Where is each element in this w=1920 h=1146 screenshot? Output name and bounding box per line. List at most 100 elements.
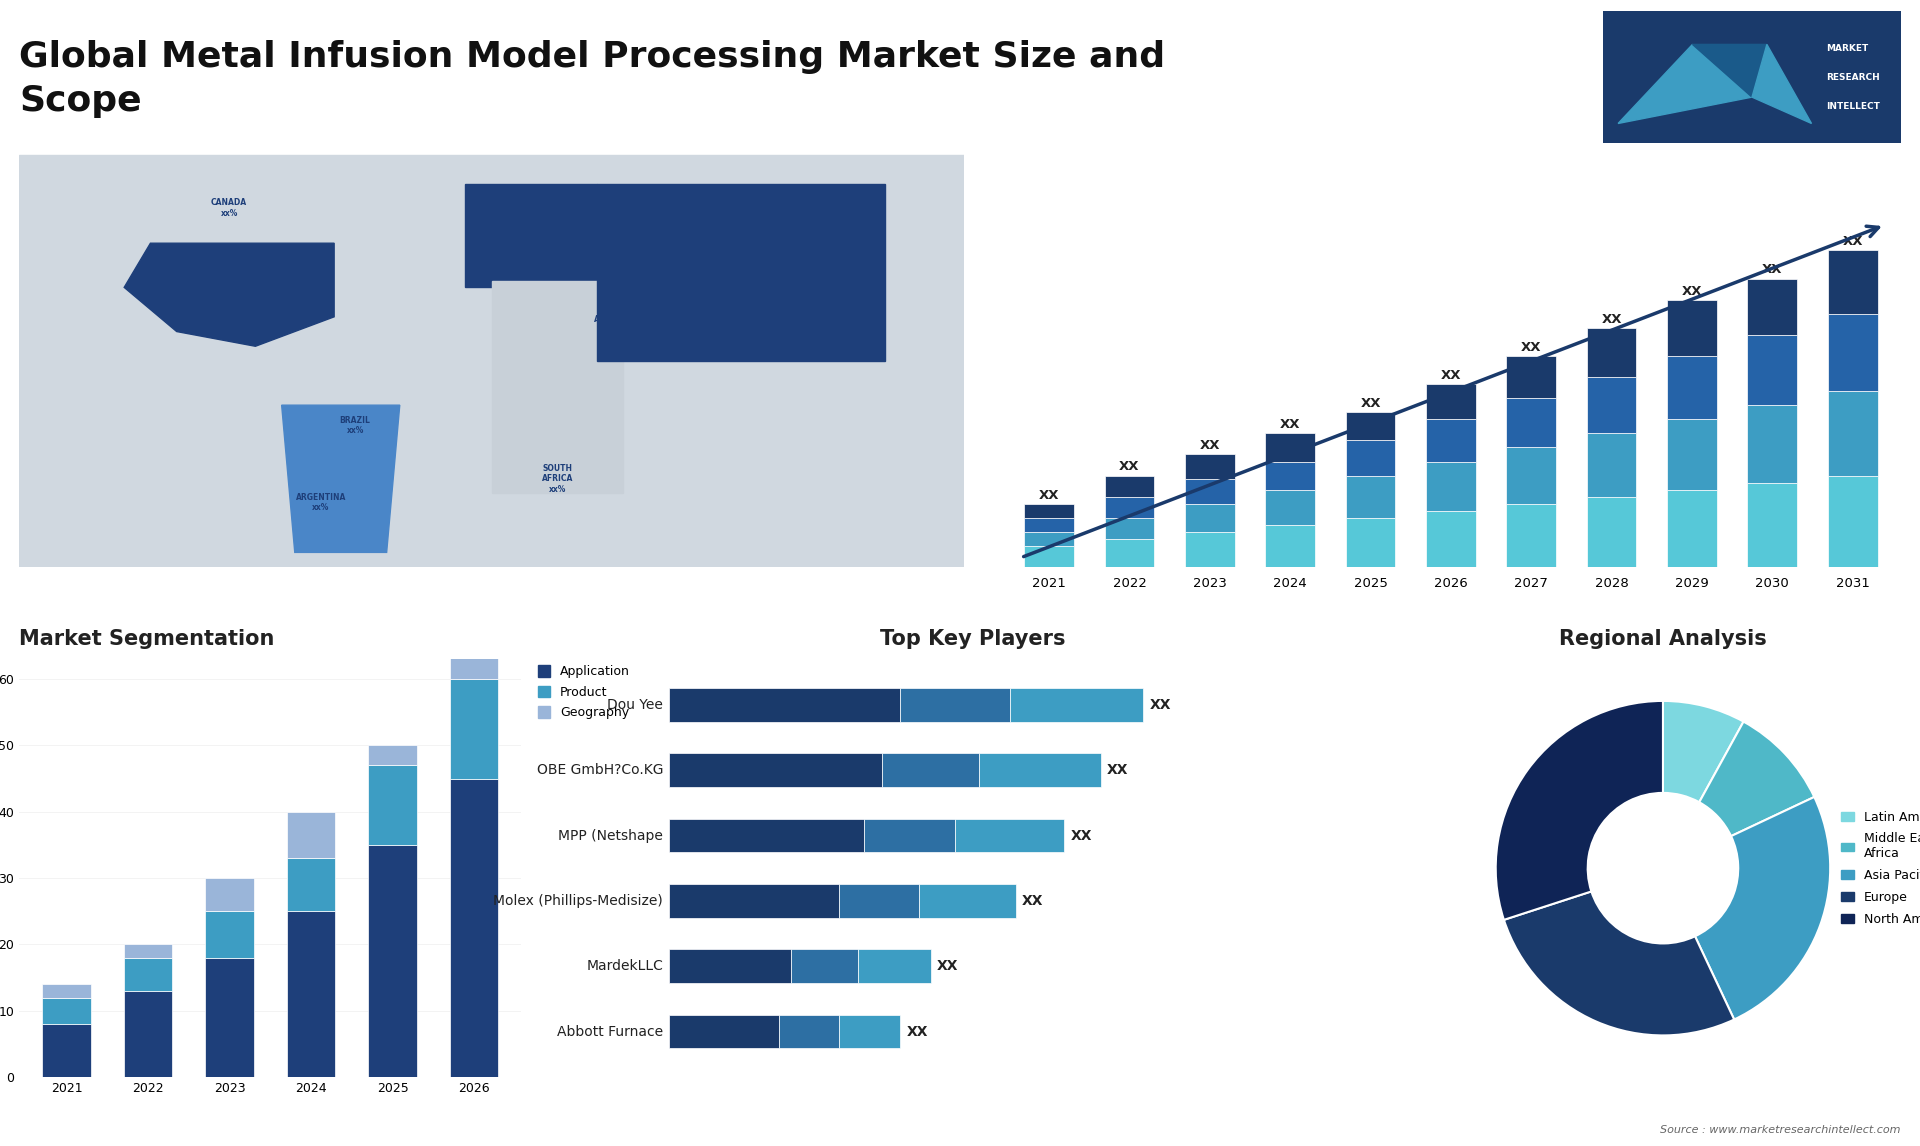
Wedge shape xyxy=(1695,796,1830,1020)
Bar xyxy=(1427,462,1476,511)
Polygon shape xyxy=(597,185,885,361)
Bar xyxy=(42,984,90,998)
Bar xyxy=(1507,398,1555,447)
Text: XX: XX xyxy=(1440,369,1461,382)
Bar xyxy=(1104,476,1154,496)
Text: XX: XX xyxy=(906,1025,927,1038)
Bar xyxy=(900,688,1010,722)
Bar xyxy=(1023,504,1073,518)
Text: XX: XX xyxy=(1843,235,1862,249)
Bar xyxy=(123,944,173,958)
Bar xyxy=(1346,476,1396,518)
Polygon shape xyxy=(282,406,399,552)
Bar xyxy=(1507,504,1555,567)
Text: XX: XX xyxy=(1119,461,1140,473)
Text: Abbott Furnace: Abbott Furnace xyxy=(557,1025,662,1038)
Text: SPAIN
xx%: SPAIN xx% xyxy=(468,262,493,282)
Wedge shape xyxy=(1699,722,1814,837)
Text: U.S.
xx%: U.S. xx% xyxy=(215,262,232,282)
Bar xyxy=(369,766,417,845)
Text: XX: XX xyxy=(1682,284,1703,298)
Polygon shape xyxy=(1751,45,1812,124)
Text: XX: XX xyxy=(1763,264,1782,276)
Text: RESEARCH: RESEARCH xyxy=(1826,73,1880,81)
Bar xyxy=(979,753,1100,787)
Title: Regional Analysis: Regional Analysis xyxy=(1559,629,1766,650)
Wedge shape xyxy=(1496,701,1663,920)
Bar xyxy=(1265,462,1315,489)
Bar xyxy=(1185,532,1235,567)
Bar xyxy=(1667,489,1716,567)
Text: MARKET: MARKET xyxy=(1826,44,1868,53)
Bar xyxy=(839,884,918,918)
Text: ARGENTINA
xx%: ARGENTINA xx% xyxy=(296,493,346,512)
Bar xyxy=(123,958,173,991)
Wedge shape xyxy=(1503,892,1734,1036)
Bar xyxy=(1346,413,1396,440)
Polygon shape xyxy=(1692,45,1766,97)
Polygon shape xyxy=(1619,45,1751,124)
Text: JAPAN
xx%: JAPAN xx% xyxy=(841,275,866,295)
Text: GERMANY
xx%: GERMANY xx% xyxy=(497,228,540,248)
Bar xyxy=(918,884,1016,918)
Text: MardekLLC: MardekLLC xyxy=(586,959,662,973)
Bar xyxy=(1010,688,1144,722)
Bar xyxy=(670,1014,780,1049)
Bar xyxy=(1185,504,1235,532)
Bar xyxy=(369,745,417,766)
Bar xyxy=(1265,433,1315,462)
Bar xyxy=(1185,455,1235,479)
Bar xyxy=(1747,335,1797,406)
Text: XX: XX xyxy=(1601,313,1622,325)
Bar xyxy=(1507,356,1555,398)
Bar xyxy=(780,1014,839,1049)
Text: SAUDI
ARABIA
xx%: SAUDI ARABIA xx% xyxy=(593,305,626,335)
Text: Market Segmentation: Market Segmentation xyxy=(19,629,275,650)
Bar xyxy=(1586,328,1636,377)
Bar xyxy=(369,845,417,1077)
Bar xyxy=(1023,518,1073,532)
Bar xyxy=(1427,384,1476,419)
Bar xyxy=(1104,496,1154,518)
Polygon shape xyxy=(492,282,622,494)
Text: INTELLECT: INTELLECT xyxy=(1826,102,1880,111)
Bar xyxy=(864,818,954,853)
Text: BRAZIL
xx%: BRAZIL xx% xyxy=(340,416,371,435)
Text: XX: XX xyxy=(1200,439,1219,453)
Text: ITALY
xx%: ITALY xx% xyxy=(515,254,538,274)
Polygon shape xyxy=(125,243,334,346)
Bar xyxy=(1586,496,1636,567)
Bar xyxy=(1828,476,1878,567)
Text: XX: XX xyxy=(937,959,958,973)
Text: XX: XX xyxy=(1021,894,1043,908)
Text: XX: XX xyxy=(1150,698,1171,712)
Text: INDIA
xx%: INDIA xx% xyxy=(684,319,708,338)
Legend: Application, Product, Geography: Application, Product, Geography xyxy=(538,666,630,720)
Bar xyxy=(1747,406,1797,482)
Bar xyxy=(205,911,253,958)
FancyBboxPatch shape xyxy=(19,155,964,567)
Bar xyxy=(42,1025,90,1077)
Text: Dou Yee: Dou Yee xyxy=(607,698,662,712)
Bar xyxy=(123,991,173,1077)
Text: XX: XX xyxy=(1071,829,1092,842)
Bar xyxy=(1427,419,1476,462)
Text: XX: XX xyxy=(1281,418,1300,431)
FancyBboxPatch shape xyxy=(1603,11,1901,143)
Text: MEXICO
xx%: MEXICO xx% xyxy=(207,316,240,336)
Bar xyxy=(670,818,864,853)
Bar xyxy=(1265,525,1315,567)
Bar xyxy=(286,811,336,858)
Text: SOUTH
AFRICA
xx%: SOUTH AFRICA xx% xyxy=(541,464,572,494)
Text: Source : www.marketresearchintellect.com: Source : www.marketresearchintellect.com xyxy=(1661,1124,1901,1135)
Bar xyxy=(791,949,858,983)
Title: Top Key Players: Top Key Players xyxy=(881,629,1066,650)
Bar xyxy=(286,911,336,1077)
Bar xyxy=(1023,532,1073,545)
Bar xyxy=(1104,518,1154,539)
Bar xyxy=(1667,299,1716,356)
Text: XX: XX xyxy=(1039,488,1060,502)
Bar xyxy=(1828,314,1878,391)
Polygon shape xyxy=(465,185,597,288)
Bar xyxy=(42,998,90,1025)
